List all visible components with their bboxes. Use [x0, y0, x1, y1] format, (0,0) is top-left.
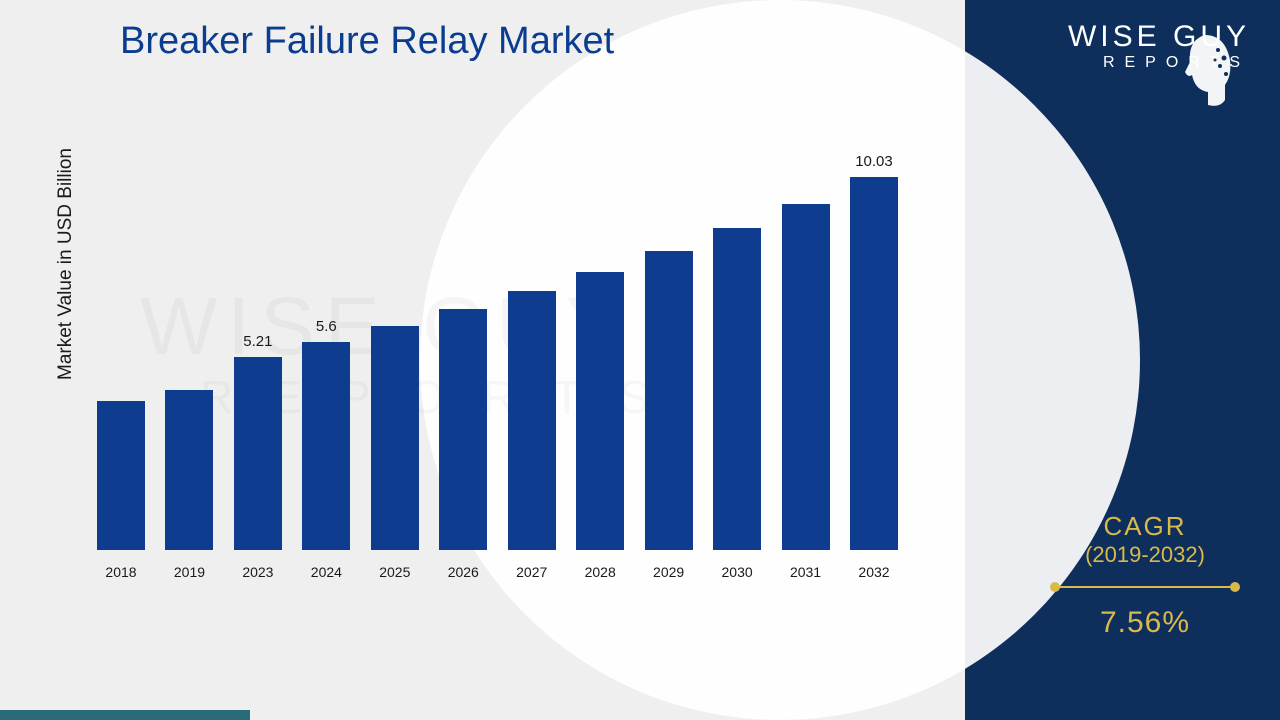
x-tick-label: 2030: [706, 564, 768, 580]
bar-group: [775, 180, 837, 550]
x-tick-label: 2025: [364, 564, 426, 580]
cagr-label: CAGR: [1045, 511, 1245, 542]
bar: [782, 204, 830, 550]
bar: [850, 177, 898, 550]
x-tick-label: 2019: [158, 564, 220, 580]
x-tick-label: 2029: [638, 564, 700, 580]
footer-accent-bar: [0, 710, 250, 720]
cagr-range: (2019-2032): [1045, 542, 1245, 568]
bar-value-label: 5.21: [243, 333, 272, 351]
bar-chart: 5.215.610.03 201820192023202420252026202…: [90, 160, 905, 580]
bar: [97, 401, 145, 550]
x-tick-label: 2023: [227, 564, 289, 580]
x-tick-label: 2032: [843, 564, 905, 580]
bar: [371, 326, 419, 550]
bar-value-label: 10.03: [855, 153, 893, 171]
x-tick-label: 2024: [295, 564, 357, 580]
bar-group: [364, 302, 426, 550]
x-tick-label: 2028: [569, 564, 631, 580]
head-profile-icon: [1170, 30, 1240, 110]
y-axis-label: Market Value in USD Billion: [55, 148, 77, 380]
bar: [302, 342, 350, 550]
brand-logo: WISE GUY REPORTS: [1068, 20, 1250, 72]
bar: [576, 272, 624, 550]
bar-group: [501, 267, 563, 550]
bar-group: 10.03: [843, 153, 905, 550]
bar: [645, 251, 693, 550]
x-tick-label: 2026: [432, 564, 494, 580]
cagr-box: CAGR (2019-2032) 7.56%: [1045, 511, 1245, 640]
bar-group: [569, 248, 631, 550]
bar-group: [432, 285, 494, 550]
cagr-value: 7.56%: [1045, 606, 1245, 640]
bar-group: 5.6: [295, 318, 357, 550]
bar: [234, 357, 282, 551]
bar-group: 5.21: [227, 333, 289, 551]
bar: [508, 291, 556, 550]
x-tick-label: 2027: [501, 564, 563, 580]
bar: [165, 390, 213, 550]
cagr-divider: [1055, 586, 1235, 588]
chart-title: Breaker Failure Relay Market: [120, 20, 614, 63]
bar-group: [706, 204, 768, 550]
bar: [713, 228, 761, 550]
bar-value-label: 5.6: [316, 318, 337, 336]
x-tick-label: 2018: [90, 564, 152, 580]
bar-group: [90, 377, 152, 550]
bar-group: [638, 227, 700, 550]
bar-group: [158, 366, 220, 550]
bar: [439, 309, 487, 550]
x-tick-label: 2031: [775, 564, 837, 580]
